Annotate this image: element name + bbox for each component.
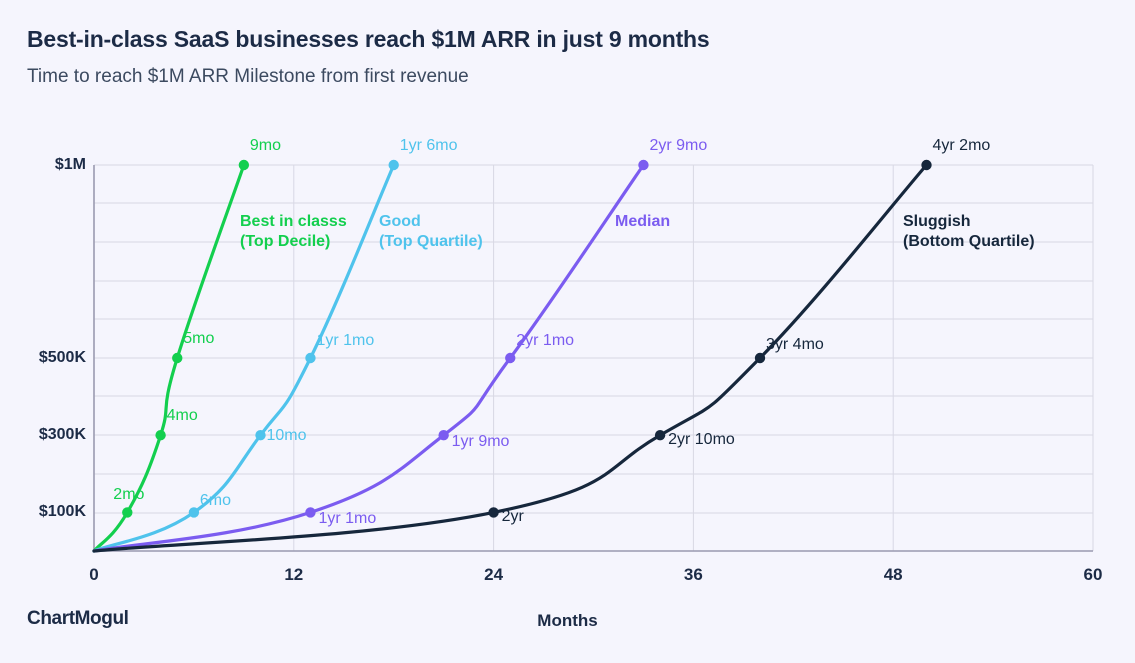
y-axis-tick-label: $500K	[38, 349, 86, 366]
series-legend-line1: Best in classs	[240, 213, 347, 230]
series-legend-label: Best in classs (Top Decile)	[240, 212, 347, 252]
data-point-label: 2yr 1mo	[516, 332, 575, 349]
data-point-label: 4yr 2mo	[932, 137, 991, 154]
data-point-label: 1yr 1mo	[316, 332, 375, 349]
data-point	[488, 507, 499, 518]
series-legend-line1: Good	[379, 213, 421, 230]
data-point	[754, 352, 766, 364]
series-legend-label: Sluggish (Bottom Quartile)	[903, 212, 1035, 252]
data-point-label: 3yr 4mo	[766, 336, 824, 353]
data-point	[654, 430, 666, 441]
data-point	[305, 507, 316, 518]
x-axis-tick-label: 12	[284, 565, 304, 584]
x-axis-tick-label: 0	[89, 565, 99, 584]
data-point	[505, 352, 516, 364]
data-point-label: 2mo	[113, 486, 145, 504]
data-point-label: 1yr 1mo	[318, 510, 377, 528]
series-legend-line1: Median	[615, 213, 671, 230]
data-point-label: 2yr 10mo	[668, 431, 735, 449]
data-point-label: 9mo	[249, 137, 281, 154]
data-point	[438, 430, 449, 441]
series-legend-line1: Sluggish	[903, 213, 971, 230]
series-legend-line2: (Bottom Quartile)	[903, 233, 1035, 250]
series-legend-label: Median	[615, 212, 670, 232]
data-point-label: 2yr	[501, 508, 524, 526]
data-point-label: 10mo	[266, 427, 307, 445]
data-point	[188, 507, 200, 518]
data-point	[921, 159, 932, 171]
data-point	[255, 430, 266, 441]
data-point-label: 5mo	[183, 330, 215, 347]
chartmogul-logo: ChartMogul	[27, 608, 129, 629]
data-point	[238, 159, 250, 171]
series-legend-line2: (Top Quartile)	[379, 233, 483, 250]
y-axis-tick-label: $1M	[54, 156, 86, 173]
data-point	[305, 352, 316, 364]
data-point-label: 1yr 9mo	[451, 433, 510, 451]
x-axis-tick-label: 48	[883, 565, 903, 584]
x-axis-tick-label: 60	[1083, 565, 1103, 584]
data-point-label: 4mo	[166, 407, 198, 425]
series-legend-line2: (Top Decile)	[240, 233, 331, 250]
series-legend-label: Good (Top Quartile)	[379, 212, 483, 252]
x-axis-tick-label: 24	[484, 565, 504, 584]
data-point	[172, 352, 183, 364]
x-axis-title: Months	[537, 611, 598, 630]
data-point	[155, 430, 166, 441]
data-point	[388, 159, 399, 171]
y-axis-tick-label: $300K	[38, 426, 86, 444]
data-point-label: 2yr 9mo	[649, 137, 708, 154]
data-point	[638, 159, 649, 171]
data-point-label: 6mo	[199, 492, 232, 510]
series-line	[92, 163, 646, 553]
page-title: Best-in-class SaaS businesses reach $1M …	[27, 26, 710, 52]
y-axis-tick-label: $100K	[38, 503, 86, 521]
data-point-label: 1yr 6mo	[399, 137, 458, 154]
data-point	[122, 507, 133, 518]
x-axis-tick-label: 36	[683, 565, 703, 584]
page-subtitle: Time to reach $1M ARR Milestone from fir…	[27, 66, 469, 87]
